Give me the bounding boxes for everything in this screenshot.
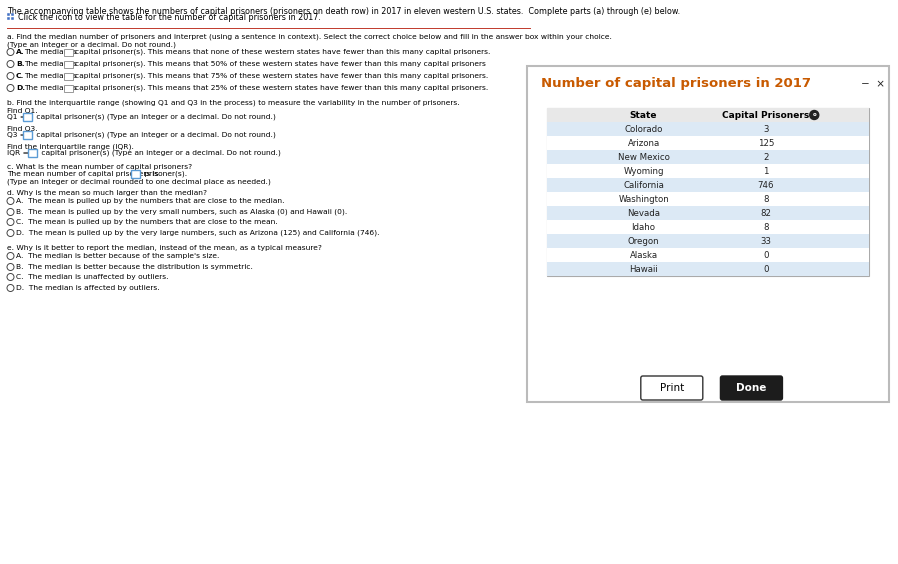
Text: capital prisoner(s). This means that none of these western states have fewer tha: capital prisoner(s). This means that non…	[75, 49, 490, 55]
Text: prisoner(s).: prisoner(s).	[142, 171, 187, 177]
Text: Hawaii: Hawaii	[629, 265, 658, 274]
Text: Done: Done	[736, 383, 767, 393]
Text: 1: 1	[763, 166, 769, 175]
FancyBboxPatch shape	[64, 73, 73, 80]
FancyBboxPatch shape	[11, 17, 14, 20]
Text: Capital Prisoners: Capital Prisoners	[722, 111, 810, 120]
Text: o: o	[813, 112, 816, 117]
FancyBboxPatch shape	[547, 234, 869, 248]
FancyBboxPatch shape	[720, 376, 782, 400]
Text: C.  The mean is pulled up by the numbers that are close to the mean.: C. The mean is pulled up by the numbers …	[16, 219, 277, 225]
Text: Idaho: Idaho	[631, 223, 656, 231]
Text: −  ×: − ×	[861, 79, 885, 89]
Text: Find Q1.: Find Q1.	[7, 108, 38, 114]
Text: Find Q3.: Find Q3.	[7, 126, 38, 132]
Text: 0: 0	[763, 265, 769, 274]
Text: b. Find the interquartile range (showing Q1 and Q3 in the process) to measure th: b. Find the interquartile range (showing…	[7, 99, 460, 105]
FancyBboxPatch shape	[547, 262, 869, 276]
Text: California: California	[623, 180, 664, 190]
Text: B.: B.	[16, 61, 24, 67]
Text: B.  The median is better because the distribution is symmetric.: B. The median is better because the dist…	[16, 264, 253, 270]
FancyBboxPatch shape	[527, 66, 889, 402]
Text: Colorado: Colorado	[624, 125, 663, 134]
Text: (Type an integer or a decimal. Do not round.): (Type an integer or a decimal. Do not ro…	[7, 42, 176, 49]
FancyBboxPatch shape	[641, 376, 703, 400]
Text: 8: 8	[763, 195, 769, 204]
Text: State: State	[629, 111, 657, 120]
FancyBboxPatch shape	[7, 17, 10, 20]
Text: capital prisoner(s) (Type an integer or a decimal. Do not round.): capital prisoner(s) (Type an integer or …	[34, 114, 276, 120]
Text: Find the interquartile range (IQR).: Find the interquartile range (IQR).	[7, 144, 134, 151]
FancyBboxPatch shape	[547, 248, 869, 262]
Text: e. Why is it better to report the median, instead of the mean, as a typical meas: e. Why is it better to report the median…	[7, 245, 321, 251]
Text: 82: 82	[761, 209, 771, 218]
Text: The accompanying table shows the numbers of capital prisoners (prisoners on deat: The accompanying table shows the numbers…	[7, 7, 680, 16]
Text: The median is: The median is	[24, 49, 76, 55]
Text: capital prisoner(s). This means that 25% of these western states have fewer than: capital prisoner(s). This means that 25%…	[75, 85, 489, 91]
Circle shape	[810, 111, 819, 120]
Text: Number of capital prisoners in 2017: Number of capital prisoners in 2017	[541, 77, 811, 90]
FancyBboxPatch shape	[11, 13, 14, 16]
FancyBboxPatch shape	[547, 150, 869, 164]
FancyBboxPatch shape	[23, 131, 32, 139]
FancyBboxPatch shape	[28, 149, 37, 157]
Text: 125: 125	[758, 139, 774, 148]
Text: Arizona: Arizona	[628, 139, 660, 148]
Text: Click the icon to view the table for the number of capital prisoners in 2017.: Click the icon to view the table for the…	[18, 12, 321, 21]
Text: Nevada: Nevada	[627, 209, 660, 218]
Text: 746: 746	[758, 180, 774, 190]
FancyBboxPatch shape	[547, 220, 869, 234]
Text: d. Why is the mean so much larger than the median?: d. Why is the mean so much larger than t…	[7, 190, 207, 196]
FancyBboxPatch shape	[547, 108, 869, 276]
Text: A.  The mean is pulled up by the numbers that are close to the median.: A. The mean is pulled up by the numbers …	[16, 198, 285, 204]
Text: 0: 0	[763, 250, 769, 259]
Text: 2: 2	[763, 152, 769, 161]
FancyBboxPatch shape	[547, 136, 869, 150]
FancyBboxPatch shape	[547, 192, 869, 206]
Text: New Mexico: New Mexico	[618, 152, 670, 161]
Text: 8: 8	[763, 223, 769, 231]
Text: A.  The median is better because of the sample's size.: A. The median is better because of the s…	[16, 253, 219, 259]
Text: C.  The median is unaffected by outliers.: C. The median is unaffected by outliers.	[16, 274, 169, 280]
Text: D.: D.	[16, 85, 25, 91]
FancyBboxPatch shape	[547, 178, 869, 192]
Text: B.  The mean is pulled up by the very small numbers, such as Alaska (0) and Hawa: B. The mean is pulled up by the very sma…	[16, 209, 348, 215]
FancyBboxPatch shape	[23, 113, 32, 121]
Text: capital prisoner(s) (Type an integer or a decimal. Do not round.): capital prisoner(s) (Type an integer or …	[34, 132, 276, 138]
Text: D.  The mean is pulled up by the very large numbers, such as Arizona (125) and C: D. The mean is pulled up by the very lar…	[16, 230, 380, 236]
Text: 3: 3	[763, 125, 769, 134]
FancyBboxPatch shape	[131, 170, 140, 178]
Text: The median is: The median is	[24, 85, 76, 91]
FancyBboxPatch shape	[64, 49, 73, 55]
Text: C.: C.	[16, 73, 24, 79]
Text: c. What is the mean number of capital prisoners?: c. What is the mean number of capital pr…	[7, 164, 192, 170]
Text: D.  The median is affected by outliers.: D. The median is affected by outliers.	[16, 285, 160, 291]
FancyBboxPatch shape	[547, 108, 869, 122]
Text: capital prisoner(s). This means that 75% of these western states have fewer than: capital prisoner(s). This means that 75%…	[75, 73, 489, 80]
Text: capital prisoner(s). This means that 50% of these western states have fewer than: capital prisoner(s). This means that 50%…	[75, 61, 486, 67]
Text: Q1 =: Q1 =	[7, 114, 29, 120]
FancyBboxPatch shape	[64, 85, 73, 91]
Text: Alaska: Alaska	[629, 250, 657, 259]
Text: capital prisoner(s) (Type an integer or a decimal. Do not round.): capital prisoner(s) (Type an integer or …	[39, 150, 281, 156]
Text: The median is: The median is	[24, 73, 76, 79]
FancyBboxPatch shape	[7, 13, 10, 16]
Text: Washington: Washington	[618, 195, 669, 204]
Text: (Type an integer or decimal rounded to one decimal place as needed.): (Type an integer or decimal rounded to o…	[7, 179, 271, 185]
Text: A.: A.	[16, 49, 25, 55]
FancyBboxPatch shape	[547, 122, 869, 136]
Text: Q3 =: Q3 =	[7, 132, 29, 138]
FancyBboxPatch shape	[547, 206, 869, 220]
Text: 33: 33	[761, 236, 771, 245]
Text: The median is: The median is	[24, 61, 76, 67]
Text: Print: Print	[660, 383, 684, 393]
Text: The mean number of capital prisoners is: The mean number of capital prisoners is	[7, 171, 161, 177]
Text: Oregon: Oregon	[628, 236, 659, 245]
Text: IQR =: IQR =	[7, 150, 31, 156]
Text: Wyoming: Wyoming	[623, 166, 664, 175]
FancyBboxPatch shape	[547, 164, 869, 178]
FancyBboxPatch shape	[64, 60, 73, 68]
Text: a. Find the median number of prisoners and interpret (using a sentence in contex: a. Find the median number of prisoners a…	[7, 34, 612, 41]
